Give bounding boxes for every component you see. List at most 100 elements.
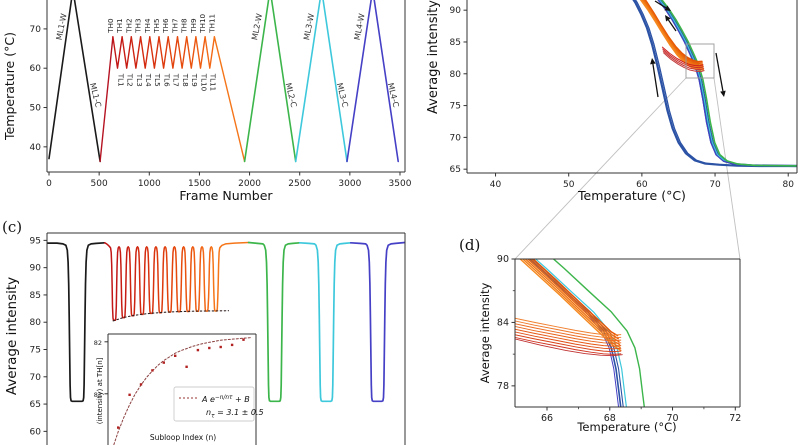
- x-tick-label: 500: [91, 179, 108, 189]
- series-subloop-steep-zoom: [529, 259, 619, 340]
- panel-d-zoom-region: 66 68 70 72 78 84 90 Temperature (°C) Average in…: [478, 254, 741, 434]
- y-tick-label: 70: [30, 373, 42, 383]
- text-th-label: TH7: [170, 18, 179, 33]
- x-tick-label: 0: [46, 179, 52, 189]
- text-th-label: TH1: [115, 18, 124, 33]
- x-tick-label: 80: [782, 180, 794, 190]
- text-tl-label: TL8: [181, 73, 190, 87]
- text-th-label: TH10: [198, 13, 207, 33]
- y-tick-label: 82: [94, 339, 102, 347]
- series-subloop-steep-zoom: [524, 259, 621, 346]
- series-ML4-dip: [349, 241, 405, 403]
- x-tick-label: 66: [541, 413, 553, 424]
- series-subdip-5: [155, 246, 166, 314]
- panel-label-d: (d): [459, 236, 481, 254]
- series-subloop-3: [139, 36, 151, 69]
- text-legend-fit-value: nτ = 3.1 ± 0.5: [206, 408, 264, 420]
- text-tl-label: TL7: [172, 73, 181, 87]
- series-subdip-6: [164, 246, 176, 313]
- text-xlabel: Temperature (°C): [577, 188, 686, 203]
- y-tick-label: 50: [30, 104, 42, 114]
- series-subdip-9: [192, 246, 203, 313]
- series-subdip-11: [210, 246, 222, 312]
- text-ml-label: ML2-W: [250, 13, 264, 41]
- x-tick-label: 1500: [188, 179, 211, 189]
- data-point-intensity-at-TH: [242, 338, 245, 341]
- series-main-warming-zoom: [552, 259, 646, 407]
- series-subloop-steep-zoom: [532, 259, 619, 337]
- text-ylabel: Average intensity: [4, 277, 20, 395]
- text-tl-label: TL10: [199, 73, 208, 92]
- data-point-intensity-at-TH: [230, 343, 234, 347]
- series-subloop-low-red: [515, 338, 623, 357]
- y-tick-label: 80: [30, 318, 42, 328]
- direction-arrow: [652, 63, 659, 98]
- direction-arrowhead: [664, 5, 671, 11]
- series-subloop-6: [167, 36, 179, 69]
- data-point-intensity-at-TH: [151, 369, 154, 372]
- series-ML1-dip: [47, 241, 106, 403]
- direction-arrowhead: [650, 58, 656, 65]
- text-th-label: TH11: [207, 14, 216, 34]
- y-tick-label: 65: [30, 400, 41, 410]
- panel-a-temperature-protocol: 0 500 1000 1500 2000 2500 3000 3500 40 50 60 70 Fram…: [2, 0, 412, 203]
- series-subdip-4: [145, 246, 157, 315]
- series-ML2: [243, 0, 297, 163]
- series-post-subloop: [219, 241, 250, 248]
- y-tick-label: 81: [94, 391, 102, 399]
- series-ramp-down: [213, 36, 246, 163]
- series-ML3: [294, 0, 348, 163]
- series-subloop-fan-zoom: [515, 328, 622, 347]
- text-th-label: TH4: [143, 18, 152, 34]
- data-point-intensity-at-TH: [117, 426, 120, 429]
- direction-arrowhead: [720, 90, 726, 97]
- x-tick-label: 50: [563, 180, 575, 190]
- panel-label-c: (c): [2, 218, 23, 236]
- text-ylabel: Average intensity: [426, 0, 441, 114]
- y-tick-label: 90: [30, 264, 42, 274]
- text-ylabel: Temperature (°C): [2, 32, 17, 141]
- text-tl-label: TL11: [209, 73, 218, 92]
- series-subdip-7: [173, 246, 185, 313]
- y-tick-label: 70: [30, 25, 42, 35]
- series-subloop-fan-zoom: [515, 331, 622, 350]
- direction-arrow: [667, 19, 677, 32]
- text-ylabel: Average intensity: [478, 282, 492, 383]
- text-tl-label: TL9: [190, 73, 199, 87]
- data-point-intensity-at-TH: [162, 361, 165, 364]
- series-subloop-2: [130, 36, 142, 69]
- y-tick-label: 60: [30, 64, 42, 74]
- text-th-label: TH8: [180, 18, 189, 34]
- data-point-intensity-at-TH: [139, 383, 143, 386]
- series-subloop-tips: [663, 52, 705, 73]
- x-tick-label: 40: [490, 180, 502, 190]
- series-fit-exponential: [113, 337, 252, 445]
- series-subloop-fan-zoom: [515, 320, 622, 339]
- series-subloop-1: [121, 36, 132, 69]
- y-tick-label: 40: [30, 143, 42, 153]
- text-th-label: TH0: [106, 18, 115, 34]
- data-point-intensity-at-TH: [208, 346, 211, 350]
- series-subloop-steep-zoom: [521, 259, 621, 349]
- panel-b-hysteresis: 40 50 60 70 80 65 70 75 80 85 90 Temperature (°C) Av…: [426, 0, 798, 203]
- x-tick-label: 2000: [238, 179, 261, 189]
- series-subloop-fan-zoom: [515, 334, 622, 353]
- direction-arrow: [654, 0, 667, 9]
- x-tick-label: 3000: [338, 179, 361, 189]
- data-point-intensity-at-TH: [185, 365, 188, 368]
- y-tick-label: 90: [497, 254, 509, 265]
- series-main-warming-zoom: [534, 259, 628, 407]
- series-minima-envelope: [112, 310, 230, 322]
- series-subloop-5: [158, 36, 169, 69]
- series-subloop-steep-zoom: [519, 259, 622, 352]
- text-th-label: TH3: [134, 18, 143, 33]
- x-tick-label: 72: [729, 413, 741, 424]
- x-tick-label: 60: [636, 180, 648, 190]
- series-subdip-8: [182, 246, 194, 313]
- series-subdip-2: [127, 246, 139, 317]
- series-subloop-4: [149, 36, 160, 69]
- text-th-label: TH9: [189, 18, 198, 34]
- series-subloop-tips: [662, 50, 705, 71]
- data-point-intensity-at-TH: [174, 354, 177, 357]
